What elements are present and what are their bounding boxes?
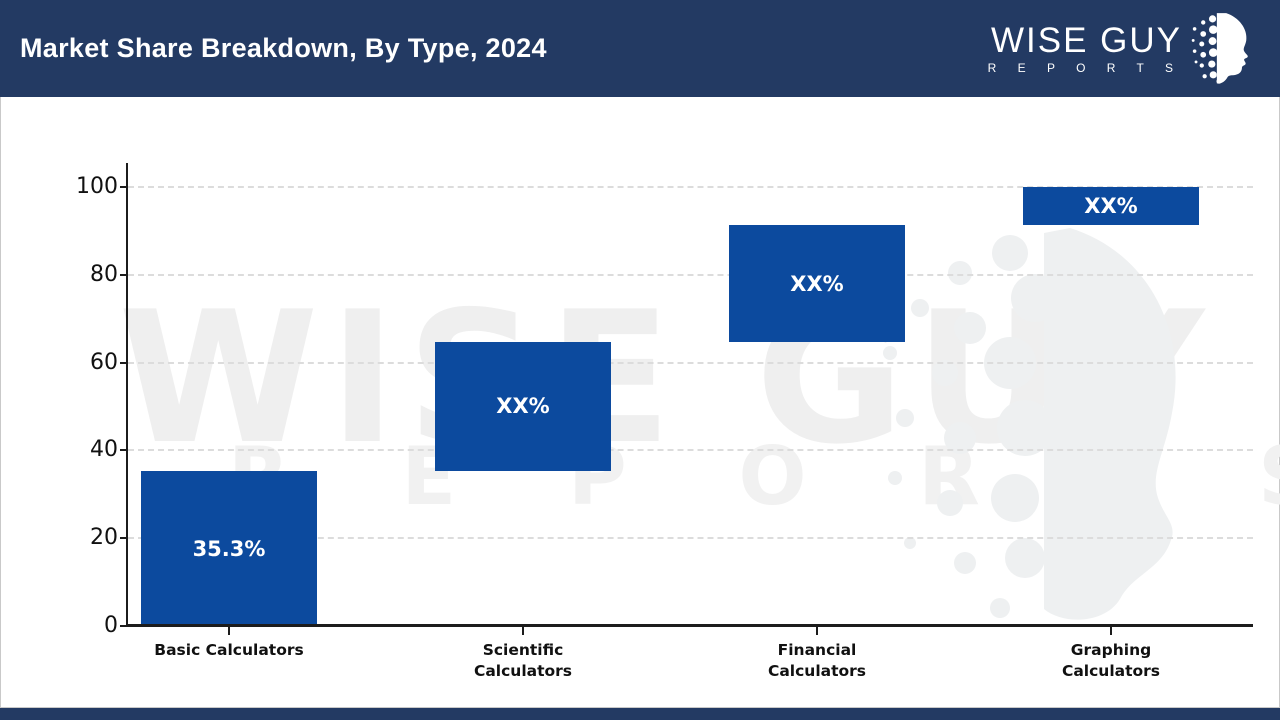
y-tick-80	[120, 273, 128, 276]
x-tick-2	[522, 627, 524, 635]
y-tick-40	[120, 449, 128, 452]
y-tick-label-60: 60	[90, 349, 118, 375]
y-tick-20	[120, 537, 128, 540]
gridline-100	[128, 186, 1253, 188]
logo-subtitle: R E P O R T S	[987, 60, 1182, 75]
x-category-label: Scientific Calculators	[413, 640, 633, 682]
x-category-label: Financial Calculators	[707, 640, 927, 682]
gridline-20	[128, 537, 1253, 540]
y-tick-label-80: 80	[90, 261, 118, 287]
bar-scientific-calculators: XX%	[435, 341, 611, 472]
gridline-80	[128, 273, 1253, 276]
y-axis-spine	[126, 163, 128, 627]
y-tick-label-40: 40	[90, 437, 118, 463]
x-category-label-line: Basic Calculators	[154, 641, 304, 659]
x-tick-3	[816, 627, 818, 635]
y-tick-60	[120, 361, 128, 364]
bar-financial-calculators: XX%	[729, 225, 905, 342]
gridline-60	[128, 361, 1253, 364]
bar-value-label: 35.3%	[192, 536, 266, 561]
chart-title: Market Share Breakdown, By Type, 2024	[20, 33, 547, 63]
x-tick-1	[228, 627, 230, 635]
x-category-label-line: Calculators	[1061, 662, 1161, 680]
gridline-40	[128, 449, 1253, 452]
x-category-label: Basic Calculators	[119, 640, 339, 661]
header-bar: Market Share Breakdown, By Type, 2024 WI…	[0, 0, 1280, 97]
y-tick-label-20: 20	[90, 525, 118, 551]
x-category-label-line: Calculators	[473, 662, 573, 680]
x-axis-spine	[126, 624, 1253, 627]
logo-head-icon	[1191, 12, 1248, 84]
logo-wordmark: WISE GUY	[990, 20, 1182, 60]
footer-bar	[0, 708, 1280, 720]
bar-value-label: XX%	[496, 394, 550, 419]
wise-guy-logo: WISE GUY R E P O R T S	[988, 11, 1252, 87]
x-tick-4	[1110, 627, 1112, 635]
y-tick-label-0: 0	[104, 613, 118, 638]
bar-graphing-calculators: XX%	[1023, 187, 1199, 226]
bar-value-label: XX%	[1084, 194, 1138, 219]
x-category-label-line: Scientific	[482, 641, 564, 659]
bar-basic-calculators: 35.3%	[141, 471, 317, 626]
x-category-label-line: Financial	[777, 641, 857, 659]
y-tick-label-100: 100	[76, 174, 118, 199]
bar-value-label: XX%	[790, 271, 844, 296]
logo-text: WISE GUY R E P O R T S	[987, 20, 1182, 75]
y-tick-100	[120, 186, 128, 188]
y-tick-0	[120, 625, 128, 627]
x-category-label-line: Graphing	[1070, 641, 1152, 659]
x-category-label: Graphing Calculators	[1001, 640, 1221, 682]
x-category-label-line: Calculators	[767, 662, 867, 680]
